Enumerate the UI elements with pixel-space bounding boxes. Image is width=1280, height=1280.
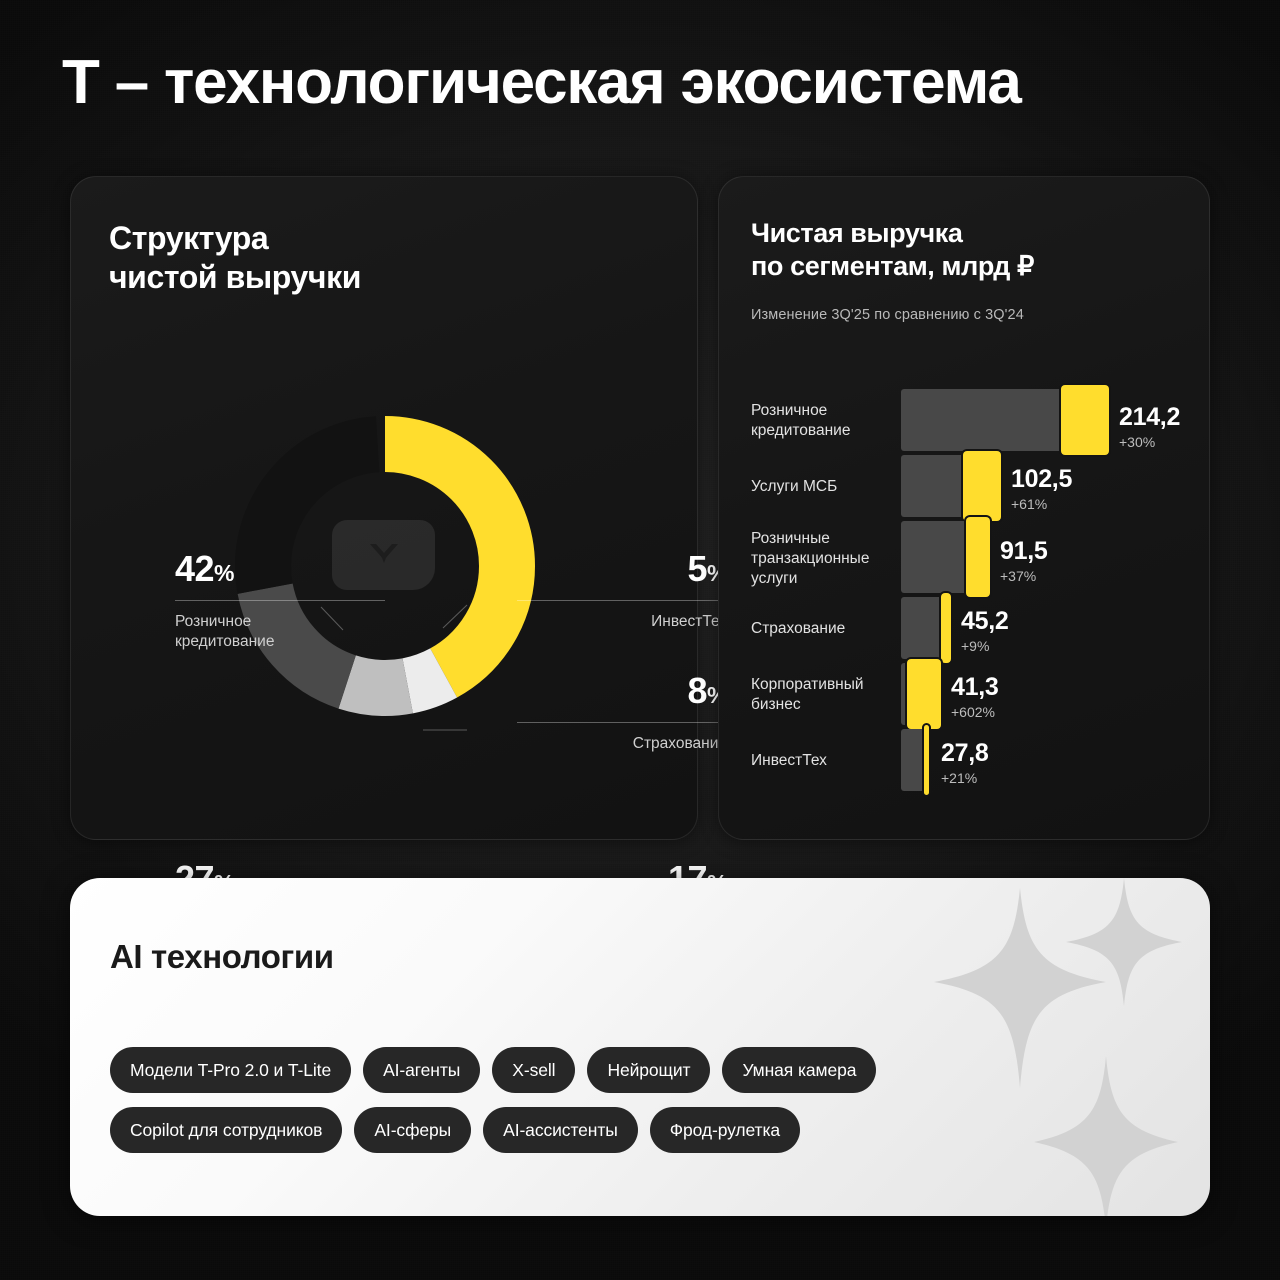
bar-segment-base	[901, 729, 924, 791]
bar-track	[901, 451, 1001, 521]
ai-chip[interactable]: Модели T-Pro 2.0 и T-Lite	[110, 1047, 352, 1093]
bar-label: ИнвестТех	[751, 752, 827, 769]
segment-revenue-card: Чистая выручка по сегментам, млрд ₽ Изме…	[718, 176, 1210, 840]
bar-value: 45,2	[961, 607, 1009, 635]
callout-label: ИнвестТех	[651, 613, 727, 630]
t-bank-logo	[332, 520, 435, 590]
callout-label: Страхование	[632, 735, 727, 752]
bar-value: 41,3	[951, 673, 999, 701]
ai-card-title: AI технологии	[110, 938, 334, 975]
bar-track	[901, 517, 990, 597]
bar-label: Розничные транзакционные услуги	[751, 530, 870, 587]
bar-value: 214,2	[1119, 403, 1181, 431]
ai-chip[interactable]: X-sell	[492, 1047, 576, 1093]
ai-chip[interactable]: AI-сферы	[354, 1107, 472, 1153]
shield-check-icon	[369, 543, 398, 563]
segment-bar-chart: Розничное кредитование 214,2 +30% Услуги…	[719, 177, 1211, 841]
bar-track	[901, 385, 1109, 455]
callout-investtech: 5% ИнвестТех	[517, 551, 727, 632]
bar-segment-growth	[1061, 385, 1109, 455]
sparkle-star-icon	[934, 878, 1182, 1216]
bar-label: Корпоративный бизнес	[751, 676, 864, 713]
bar-delta: +30%	[1119, 434, 1156, 450]
ai-chip[interactable]: Фрод-рулетка	[649, 1107, 801, 1153]
callout-rule	[517, 722, 727, 723]
callout-label: Розничное кредитование	[175, 613, 275, 651]
callout-rule	[517, 600, 727, 601]
bar-delta: +61%	[1011, 496, 1048, 512]
callout-percent: 5%	[687, 548, 728, 589]
ai-chip-row-1: Модели T-Pro 2.0 и T-Lite AI-агенты X-se…	[110, 1047, 877, 1093]
bar-label: Страхование	[751, 620, 846, 637]
bar-segment-growth	[907, 659, 941, 729]
bar-segment-base	[901, 521, 966, 593]
bar-delta: +37%	[1000, 568, 1037, 584]
ai-chip[interactable]: AI-ассистенты	[483, 1107, 638, 1153]
ai-chip[interactable]: AI-агенты	[363, 1047, 481, 1093]
bar-track	[901, 725, 929, 795]
donut-chart	[71, 177, 699, 841]
callout-percent: 42%	[175, 548, 234, 589]
callout-percent: 8%	[687, 670, 728, 711]
donut-slice-retail-lending	[235, 416, 535, 716]
callout-insurance: 8% Страхование	[517, 673, 727, 754]
donut-svg	[235, 416, 535, 716]
ai-chip[interactable]: Умная камера	[722, 1047, 877, 1093]
donut-slice-insurance	[235, 416, 535, 716]
bar-value: 27,8	[941, 739, 989, 767]
bar-track	[901, 659, 941, 729]
right-card-title: Чистая выручка по сегментам, млрд ₽	[751, 218, 1034, 281]
ai-chip[interactable]: Нейрощит	[587, 1047, 711, 1093]
bar-value: 91,5	[1000, 537, 1048, 565]
bar-delta: +602%	[951, 704, 995, 720]
bar-segment-base	[901, 597, 941, 659]
ai-chip-row-2: Copilot для сотрудников AI-сферы AI-асси…	[110, 1107, 801, 1153]
bar-segment-growth	[941, 593, 951, 663]
bar-segment-base	[901, 663, 907, 725]
ai-chip[interactable]: Copilot для сотрудников	[110, 1107, 343, 1153]
donut-slice-business-services	[235, 416, 535, 716]
right-card-subtitle: Изменение 3Q'25 по сравнению с 3Q'24	[751, 307, 1024, 323]
page-title: Т – технологическая экосистема	[62, 48, 1022, 117]
bar-track	[901, 593, 951, 663]
callout-rule	[175, 600, 385, 601]
bar-delta: +9%	[961, 638, 990, 654]
left-card-title: Структура чистой выручки	[109, 220, 361, 296]
bar-value: 102,5	[1011, 465, 1073, 493]
bar-label: Розничное кредитование	[751, 402, 851, 439]
bar-segment-growth	[924, 725, 929, 795]
bar-segment-growth	[966, 517, 990, 597]
bar-delta: +21%	[941, 770, 978, 786]
revenue-structure-card: Структура чистой выручки	[70, 176, 727, 981]
callout-retail-lending: 42% Розничное кредитование	[175, 551, 385, 653]
bar-segment-base	[901, 455, 963, 517]
bar-label: Услуги МСБ	[751, 478, 838, 495]
bar-segment-base	[901, 389, 1061, 451]
bar-segment-growth	[963, 451, 1001, 521]
